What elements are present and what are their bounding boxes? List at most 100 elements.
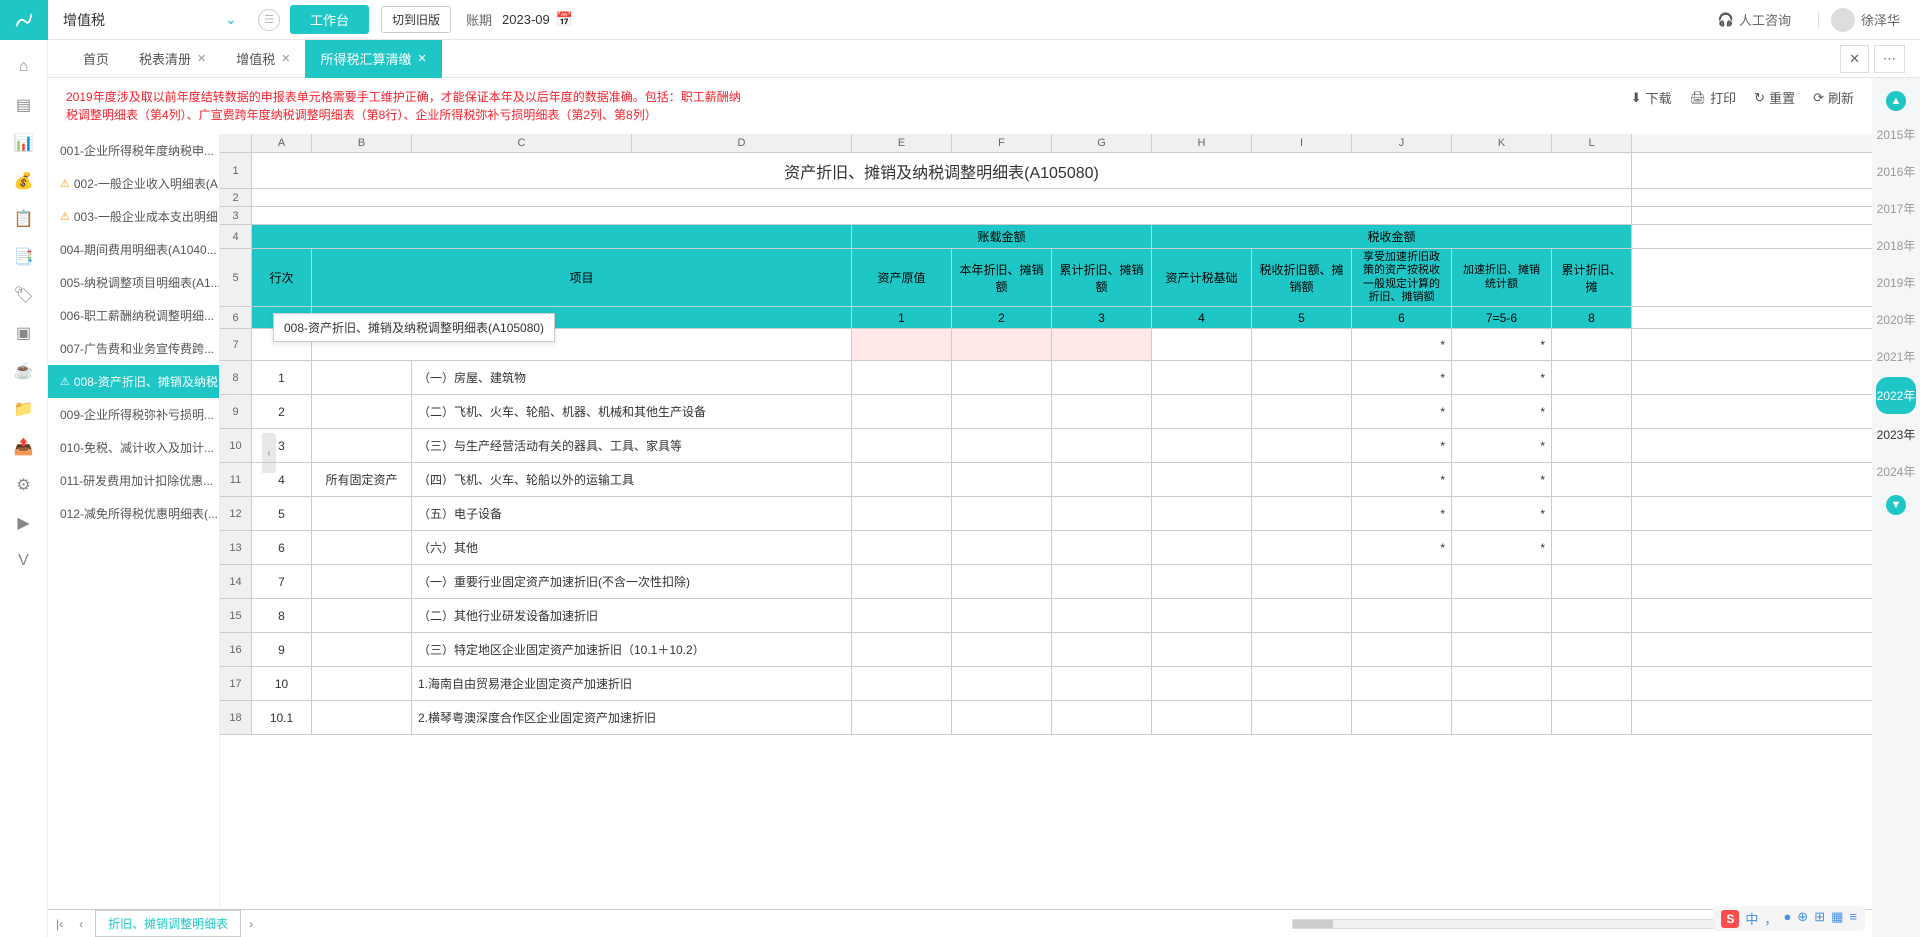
data-cell[interactable] — [1052, 633, 1152, 666]
data-cell[interactable]: * — [1452, 531, 1552, 564]
close-icon[interactable]: ✕ — [418, 52, 427, 65]
data-cell[interactable] — [1552, 463, 1632, 496]
form-list-item[interactable]: ⚠002-一般企业收入明细表(A1... — [48, 167, 219, 200]
col-header[interactable]: F — [952, 134, 1052, 152]
user-avatar[interactable] — [1831, 8, 1855, 32]
data-cell[interactable] — [1152, 429, 1252, 462]
list-icon[interactable]: ☰ — [258, 9, 280, 31]
data-cell[interactable]: * — [1452, 429, 1552, 462]
tab-item[interactable]: 所得税汇算清缴✕ — [305, 40, 441, 78]
data-cell[interactable] — [852, 361, 952, 394]
col-header[interactable]: C — [412, 134, 632, 152]
nav-clipboard-icon[interactable]: 📋 — [0, 200, 48, 238]
form-list-item[interactable]: 010-免税、减计收入及加计... — [48, 431, 219, 464]
sheet-nav-next[interactable]: › — [241, 917, 261, 931]
year-item[interactable]: 2016年 — [1872, 153, 1920, 190]
col-header[interactable]: D — [632, 134, 852, 152]
data-cell[interactable] — [1052, 565, 1152, 598]
data-cell[interactable] — [1252, 667, 1352, 700]
data-cell[interactable] — [952, 361, 1052, 394]
sheet-tab-active[interactable]: 折旧、摊销调整明细表 — [95, 910, 241, 937]
data-cell[interactable] — [952, 701, 1052, 734]
data-cell[interactable] — [1452, 667, 1552, 700]
ime-item[interactable]: ▦ — [1831, 909, 1843, 928]
data-cell-highlighted[interactable] — [952, 329, 1052, 360]
data-cell[interactable] — [1252, 701, 1352, 734]
ime-item[interactable]: ● — [1783, 909, 1791, 928]
data-cell[interactable] — [1152, 329, 1252, 360]
data-cell[interactable] — [1052, 667, 1152, 700]
data-cell[interactable] — [1252, 329, 1352, 360]
data-cell[interactable] — [1152, 599, 1252, 632]
form-list-item[interactable]: 007-广告费和业务宣传费跨... — [48, 332, 219, 365]
data-cell[interactable] — [1552, 565, 1632, 598]
nav-report-icon[interactable]: 📑 — [0, 238, 48, 276]
nav-chart-icon[interactable]: 📊 — [0, 124, 48, 162]
data-cell[interactable] — [1452, 701, 1552, 734]
data-cell[interactable] — [1152, 463, 1252, 496]
form-list-item[interactable]: 011-研发费用加计扣除优惠... — [48, 464, 219, 497]
data-cell[interactable] — [1252, 429, 1352, 462]
data-cell[interactable] — [1452, 633, 1552, 666]
empty-cell[interactable] — [252, 189, 1632, 206]
sheet-nav-prev[interactable]: ‹ — [71, 917, 91, 931]
tab-menu[interactable]: ⋯ — [1874, 45, 1905, 73]
data-cell[interactable] — [852, 531, 952, 564]
data-cell[interactable] — [1152, 395, 1252, 428]
form-list-item[interactable]: ⚠008-资产折旧、摊销及纳税... — [48, 365, 219, 398]
data-cell[interactable] — [1352, 667, 1452, 700]
data-cell[interactable] — [852, 429, 952, 462]
tab-item[interactable]: 增值税✕ — [221, 40, 305, 78]
form-list-item[interactable]: 005-纳税调整项目明细表(A1... — [48, 266, 219, 299]
data-cell[interactable]: * — [1352, 429, 1452, 462]
data-cell[interactable]: * — [1452, 361, 1552, 394]
ime-item[interactable]: ， — [1764, 909, 1777, 928]
spreadsheet[interactable]: ABCDEFGHIJKL1资产折旧、摊销及纳税调整明细表(A105080)234… — [220, 134, 1872, 937]
close-all-tabs[interactable]: ✕ — [1840, 45, 1869, 73]
nav-doc-icon[interactable]: ▤ — [0, 86, 48, 124]
data-cell[interactable] — [1052, 599, 1152, 632]
col-header[interactable]: L — [1552, 134, 1632, 152]
nav-settings-icon[interactable]: ⚙ — [0, 466, 48, 504]
data-cell[interactable] — [1352, 633, 1452, 666]
data-cell[interactable] — [1552, 361, 1632, 394]
data-cell[interactable] — [1152, 633, 1252, 666]
ime-item[interactable]: 中 — [1745, 909, 1758, 928]
data-cell[interactable] — [1552, 497, 1632, 530]
data-cell[interactable]: * — [1452, 395, 1552, 428]
year-item[interactable]: 2020年 — [1872, 301, 1920, 338]
data-cell[interactable] — [952, 633, 1052, 666]
data-cell[interactable]: * — [1352, 361, 1452, 394]
col-header[interactable]: A — [252, 134, 312, 152]
form-list-item[interactable]: 001-企业所得税年度纳税申... — [48, 134, 219, 167]
tax-type-dropdown[interactable]: 增值税 ⌄ — [48, 10, 258, 30]
data-cell[interactable] — [952, 531, 1052, 564]
data-cell[interactable] — [1252, 395, 1352, 428]
reset-button[interactable]: ↻重置 — [1754, 88, 1795, 107]
close-icon[interactable]: ✕ — [281, 52, 290, 65]
ime-item[interactable]: ⊞ — [1814, 909, 1825, 928]
tab-item[interactable]: 首页 — [68, 40, 124, 78]
data-cell[interactable] — [852, 497, 952, 530]
form-list-item[interactable]: 009-企业所得税弥补亏损明... — [48, 398, 219, 431]
data-cell[interactable] — [1052, 395, 1152, 428]
data-cell[interactable] — [1052, 531, 1152, 564]
workbench-button[interactable]: 工作台 — [290, 5, 369, 34]
data-cell[interactable] — [1352, 701, 1452, 734]
data-cell[interactable] — [1152, 565, 1252, 598]
nav-folder-icon[interactable]: 📁 — [0, 390, 48, 428]
consult-button[interactable]: 🎧 人工咨询 — [1718, 10, 1791, 29]
data-cell-highlighted[interactable] — [852, 329, 952, 360]
col-header[interactable]: K — [1452, 134, 1552, 152]
download-button[interactable]: ⬇下载 — [1631, 88, 1672, 107]
col-header[interactable]: J — [1352, 134, 1452, 152]
data-cell[interactable] — [1552, 395, 1632, 428]
data-cell[interactable] — [1252, 497, 1352, 530]
data-cell[interactable]: * — [1452, 329, 1552, 360]
nav-home-icon[interactable]: ⌂ — [0, 48, 48, 86]
print-button[interactable]: 🖨打印 — [1690, 88, 1737, 107]
data-cell[interactable] — [1252, 531, 1352, 564]
calendar-icon[interactable]: 📅 — [556, 11, 573, 28]
year-item[interactable]: 2019年 — [1872, 264, 1920, 301]
col-header[interactable]: G — [1052, 134, 1152, 152]
